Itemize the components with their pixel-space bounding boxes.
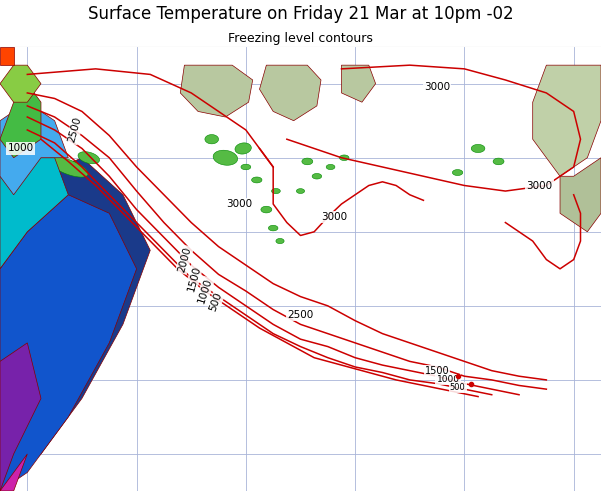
Polygon shape	[205, 135, 219, 144]
Polygon shape	[27, 136, 41, 143]
Text: 500: 500	[208, 291, 224, 313]
Text: 3000: 3000	[424, 82, 450, 92]
Text: 1500: 1500	[425, 366, 450, 376]
Polygon shape	[493, 158, 504, 165]
Text: 3000: 3000	[526, 181, 552, 191]
Polygon shape	[0, 158, 150, 491]
Polygon shape	[180, 65, 252, 117]
Text: 1000: 1000	[196, 277, 214, 305]
Text: 1500: 1500	[186, 264, 202, 292]
Polygon shape	[235, 143, 251, 154]
Polygon shape	[39, 127, 49, 133]
Polygon shape	[296, 189, 305, 193]
Polygon shape	[252, 177, 262, 183]
Polygon shape	[241, 164, 251, 170]
Text: 2000: 2000	[176, 246, 192, 273]
Text: 3000: 3000	[226, 199, 252, 209]
Polygon shape	[471, 144, 485, 153]
Polygon shape	[0, 343, 41, 491]
Polygon shape	[0, 83, 41, 158]
Polygon shape	[272, 189, 280, 193]
Polygon shape	[0, 65, 41, 102]
Text: 1000: 1000	[436, 376, 460, 384]
Polygon shape	[260, 65, 321, 121]
Polygon shape	[261, 206, 272, 213]
Polygon shape	[341, 65, 376, 102]
Polygon shape	[0, 195, 136, 491]
Polygon shape	[0, 454, 27, 491]
Text: Surface Temperature on Friday 21 Mar at 10pm -02: Surface Temperature on Friday 21 Mar at …	[88, 5, 513, 23]
Polygon shape	[560, 158, 601, 232]
Polygon shape	[453, 169, 463, 175]
Polygon shape	[276, 239, 284, 244]
Text: 3000: 3000	[322, 212, 348, 222]
Polygon shape	[312, 173, 322, 179]
Polygon shape	[532, 65, 601, 176]
Polygon shape	[340, 155, 349, 161]
Polygon shape	[326, 164, 335, 169]
Polygon shape	[0, 102, 69, 195]
Text: Freezing level contours: Freezing level contours	[228, 32, 373, 45]
Text: 1000: 1000	[7, 143, 34, 154]
Polygon shape	[213, 150, 237, 165]
Polygon shape	[49, 157, 88, 177]
Text: 2500: 2500	[67, 116, 84, 144]
Polygon shape	[78, 152, 100, 164]
Polygon shape	[0, 158, 69, 269]
Polygon shape	[302, 158, 313, 165]
Polygon shape	[0, 47, 14, 65]
Text: 500: 500	[450, 383, 465, 392]
Polygon shape	[269, 225, 278, 231]
Text: 2500: 2500	[287, 310, 314, 320]
